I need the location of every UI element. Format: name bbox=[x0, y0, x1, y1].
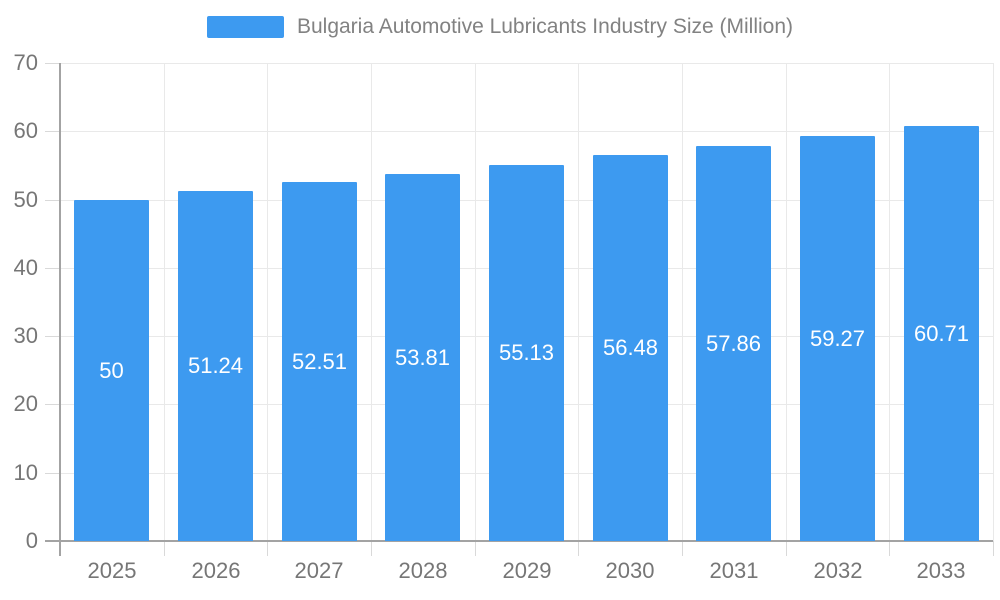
bar-value-label: 51.24 bbox=[187, 353, 244, 378]
y-axis-tick bbox=[45, 473, 60, 474]
y-axis-tick bbox=[45, 404, 60, 405]
gridline-vertical bbox=[578, 63, 579, 541]
bar[interactable]: 52.51 bbox=[282, 182, 357, 541]
gridline-horizontal bbox=[60, 131, 993, 132]
y-axis-label: 10 bbox=[13, 460, 38, 485]
gridline-horizontal bbox=[60, 63, 993, 64]
bar[interactable]: 57.86 bbox=[696, 146, 771, 541]
bar[interactable]: 60.71 bbox=[904, 126, 979, 541]
gridline-vertical bbox=[682, 63, 683, 541]
y-axis-label: 60 bbox=[13, 118, 38, 143]
bar[interactable]: 56.48 bbox=[593, 155, 668, 541]
x-axis-label: 2032 bbox=[813, 558, 863, 583]
gridline-vertical bbox=[371, 63, 372, 541]
bar-value-label: 59.27 bbox=[809, 325, 866, 351]
bar-value-label: 57.86 bbox=[705, 330, 762, 356]
y-axis-label: 30 bbox=[13, 323, 38, 348]
x-axis-tick bbox=[267, 541, 268, 556]
bar-value-label: 56.48 bbox=[602, 335, 659, 360]
y-axis-label: 40 bbox=[13, 255, 38, 280]
y-axis-tick bbox=[45, 200, 60, 201]
x-axis-label: 2033 bbox=[916, 558, 966, 583]
x-axis-label: 2028 bbox=[398, 558, 448, 583]
x-axis-tick bbox=[993, 541, 994, 556]
x-axis-label: 2029 bbox=[502, 558, 552, 583]
gridline-vertical bbox=[475, 63, 476, 541]
y-axis-tick bbox=[45, 336, 60, 337]
bar-value-label: 60.71 bbox=[913, 320, 970, 346]
y-axis-label: 70 bbox=[13, 50, 38, 75]
gridline-vertical bbox=[993, 63, 994, 541]
gridline-vertical bbox=[267, 63, 268, 541]
x-axis-tick bbox=[889, 541, 890, 556]
y-axis-label: 20 bbox=[13, 391, 38, 416]
x-axis-label: 2027 bbox=[294, 558, 344, 583]
legend-item[interactable]: Bulgaria Automotive Lubricants Industry … bbox=[206, 14, 794, 40]
bar[interactable]: 51.24 bbox=[178, 191, 253, 541]
x-axis-label: 2030 bbox=[605, 558, 655, 583]
bar-value-label: 55.13 bbox=[498, 340, 555, 365]
x-axis-label: 2025 bbox=[87, 558, 137, 583]
legend: Bulgaria Automotive Lubricants Industry … bbox=[0, 14, 1000, 40]
x-axis-tick bbox=[786, 541, 787, 556]
bar-value-label: 53.81 bbox=[394, 344, 451, 370]
gridline-vertical bbox=[164, 63, 165, 541]
legend-label: Bulgaria Automotive Lubricants Industry … bbox=[296, 15, 794, 38]
y-axis-label: 0 bbox=[25, 528, 38, 553]
x-axis-label: 2031 bbox=[709, 558, 759, 583]
gridline-vertical bbox=[889, 63, 890, 541]
x-axis-line bbox=[45, 540, 993, 542]
y-axis-label: 50 bbox=[13, 187, 38, 212]
y-axis-tick bbox=[45, 268, 60, 269]
legend-swatch-icon bbox=[206, 16, 284, 38]
bar-value-label: 52.51 bbox=[291, 348, 348, 374]
bar[interactable]: 53.81 bbox=[385, 174, 460, 541]
gridline-vertical bbox=[786, 63, 787, 541]
y-axis-line bbox=[59, 63, 61, 556]
x-axis-tick bbox=[475, 541, 476, 556]
x-axis-label: 2026 bbox=[191, 558, 241, 583]
x-axis-tick bbox=[578, 541, 579, 556]
y-axis-tick bbox=[45, 63, 60, 64]
bar[interactable]: 55.13 bbox=[489, 165, 564, 541]
y-axis-tick bbox=[45, 131, 60, 132]
bar[interactable]: 59.27 bbox=[800, 136, 875, 541]
bar[interactable]: 50 bbox=[74, 200, 149, 541]
x-axis-tick bbox=[164, 541, 165, 556]
x-axis-tick bbox=[682, 541, 683, 556]
bar-value-label: 50 bbox=[99, 357, 124, 383]
x-axis-tick bbox=[371, 541, 372, 556]
